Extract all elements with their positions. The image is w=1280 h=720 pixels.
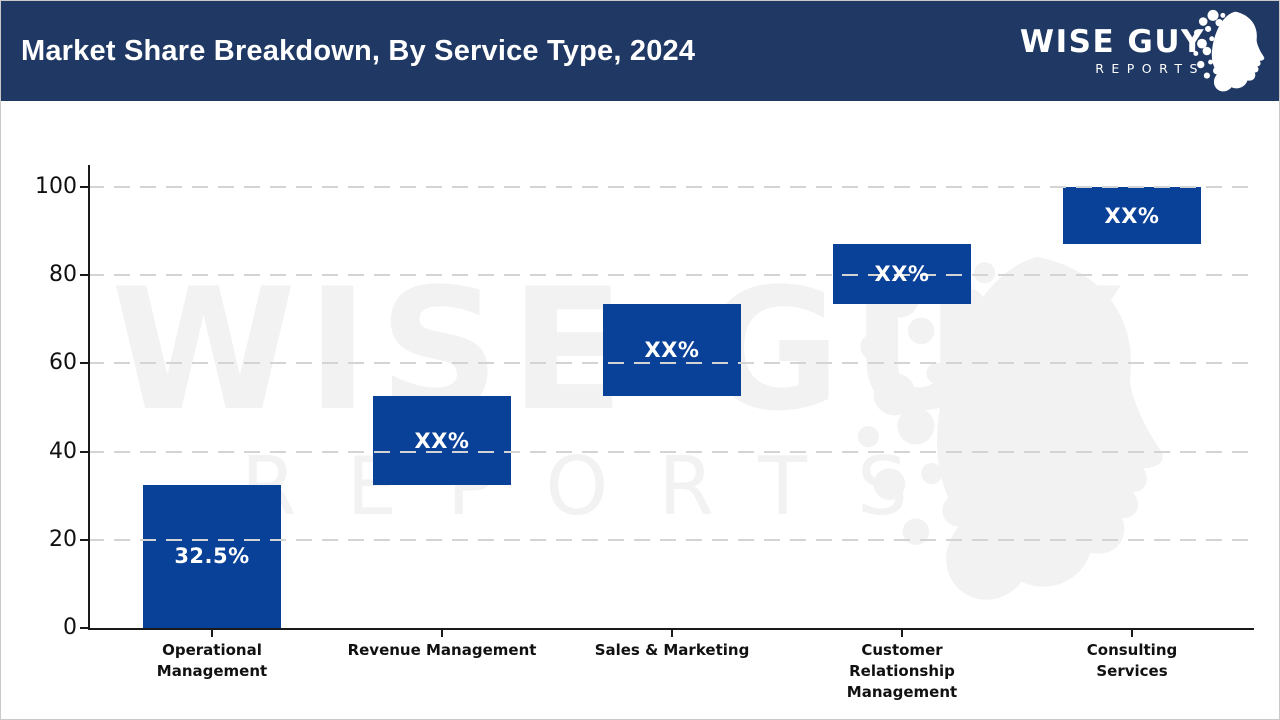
x-tick-mark bbox=[441, 630, 443, 637]
y-tick-label-20: 20 bbox=[49, 526, 77, 552]
bar-value-label: XX% bbox=[414, 428, 470, 453]
y-tick-label-0: 0 bbox=[63, 615, 77, 640]
x-category-line: Management bbox=[156, 662, 268, 680]
x-axis-spine bbox=[88, 628, 1254, 630]
y-tick-mark-20 bbox=[80, 538, 88, 541]
x-category-line: Consulting bbox=[1086, 641, 1178, 659]
x-category-line: Revenue Management bbox=[347, 641, 537, 659]
chart-title: Market Share Breakdown, By Service Type,… bbox=[21, 34, 696, 67]
gridline-80 bbox=[88, 274, 1254, 277]
x-category-label: Customer Relationship Management bbox=[787, 640, 1017, 703]
y-tick-mark-60 bbox=[80, 362, 88, 365]
logo-wordmark: WISE GUY REPORTS bbox=[1020, 26, 1205, 76]
watermark-line2: REPORTS bbox=[241, 440, 958, 533]
bar-segment bbox=[143, 484, 281, 628]
x-tick-mark bbox=[1131, 630, 1133, 637]
x-category-line: Services bbox=[1096, 662, 1168, 680]
x-category-line: Management bbox=[846, 683, 958, 701]
x-category-label: Revenue Management bbox=[327, 640, 557, 661]
y-tick-label-100: 100 bbox=[35, 174, 77, 199]
logo-wordmark-sub: REPORTS bbox=[1095, 60, 1205, 76]
x-category-line: Sales & Marketing bbox=[594, 641, 750, 659]
bar-value-label: XX% bbox=[644, 338, 700, 363]
y-tick-label-80: 80 bbox=[49, 262, 77, 288]
gridline-40 bbox=[88, 450, 1254, 453]
y-tick-mark-40 bbox=[80, 450, 88, 453]
gridline-60 bbox=[88, 362, 1254, 365]
bar-value-label: XX% bbox=[874, 262, 930, 287]
x-category-label: Consulting Services bbox=[1017, 640, 1247, 682]
x-category-label: Operational Management bbox=[97, 640, 327, 682]
bar-segment bbox=[373, 396, 511, 485]
gridline-20 bbox=[88, 538, 1254, 541]
chart-area: WISE GUY REPORTS 0 20 40 60 80 100 32.5% Operat… bbox=[1, 101, 1279, 719]
y-tick-mark-80 bbox=[80, 274, 88, 277]
bar-segment bbox=[1063, 187, 1201, 245]
x-category-label: Sales & Marketing bbox=[557, 640, 787, 661]
x-category-line: Relationship bbox=[849, 662, 955, 680]
x-tick-mark bbox=[901, 630, 903, 637]
bar-value-label: XX% bbox=[1104, 203, 1160, 228]
logo-wordmark-main: WISE GUY bbox=[1019, 24, 1205, 61]
report-header: Market Share Breakdown, By Service Type,… bbox=[1, 1, 1279, 101]
y-tick-mark-100 bbox=[80, 186, 88, 188]
x-tick-mark bbox=[671, 630, 673, 637]
bar-segment bbox=[833, 244, 971, 304]
bar-value-label: 32.5% bbox=[174, 544, 250, 569]
wise-guy-logo: WISE GUY REPORTS bbox=[1020, 8, 1267, 94]
x-tick-mark bbox=[211, 630, 213, 637]
bar-segment bbox=[603, 303, 741, 397]
x-category-line: Customer bbox=[861, 641, 943, 659]
y-tick-label-60: 60 bbox=[49, 350, 77, 376]
y-tick-label-40: 40 bbox=[49, 438, 77, 464]
y-tick-mark-0 bbox=[80, 627, 88, 629]
y-axis-spine bbox=[88, 164, 90, 630]
gridline-100 bbox=[88, 186, 1254, 188]
x-category-line: Operational bbox=[162, 641, 262, 659]
